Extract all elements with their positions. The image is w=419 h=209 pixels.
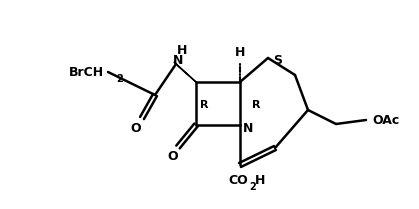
Text: BrCH: BrCH xyxy=(68,66,103,79)
Text: H: H xyxy=(177,43,187,56)
Text: H: H xyxy=(235,46,245,60)
Polygon shape xyxy=(174,62,196,82)
Text: R: R xyxy=(200,100,208,110)
Text: N: N xyxy=(243,122,253,135)
Text: O: O xyxy=(131,121,141,135)
Text: N: N xyxy=(173,55,183,68)
Text: 2: 2 xyxy=(249,182,256,192)
Text: 2: 2 xyxy=(116,74,123,84)
Text: O: O xyxy=(168,150,178,163)
Text: CO: CO xyxy=(228,175,248,187)
Text: R: R xyxy=(252,100,260,110)
Text: S: S xyxy=(274,54,282,66)
Text: OAc: OAc xyxy=(372,115,400,127)
Text: H: H xyxy=(255,175,265,187)
